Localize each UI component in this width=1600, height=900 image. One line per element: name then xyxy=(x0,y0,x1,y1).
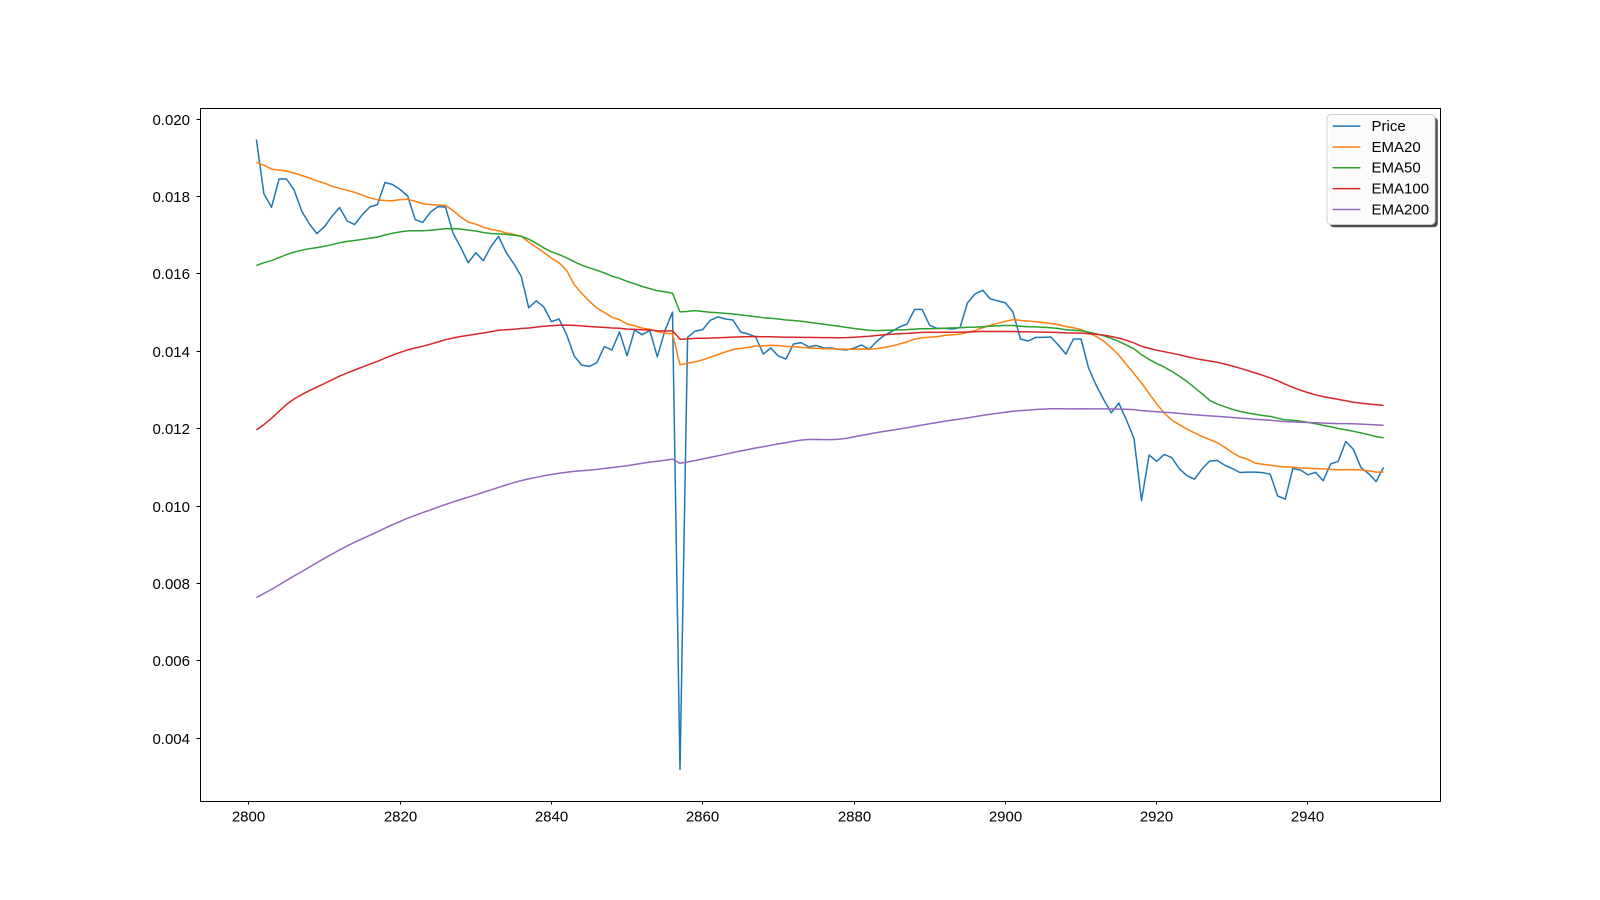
svg-text:2860: 2860 xyxy=(686,809,719,826)
svg-text:EMA50: EMA50 xyxy=(1372,160,1421,177)
svg-text:0.006: 0.006 xyxy=(152,653,190,670)
svg-text:2880: 2880 xyxy=(838,809,871,826)
svg-text:2940: 2940 xyxy=(1291,809,1324,826)
svg-text:2840: 2840 xyxy=(535,809,568,826)
svg-text:0.020: 0.020 xyxy=(152,112,190,129)
svg-text:0.018: 0.018 xyxy=(152,189,190,206)
svg-text:2800: 2800 xyxy=(232,809,265,826)
svg-text:0.010: 0.010 xyxy=(152,499,190,516)
svg-text:0.008: 0.008 xyxy=(152,576,190,593)
svg-text:0.012: 0.012 xyxy=(152,421,190,438)
svg-text:0.016: 0.016 xyxy=(152,266,190,283)
svg-text:2820: 2820 xyxy=(384,809,417,826)
svg-text:2900: 2900 xyxy=(989,809,1022,826)
svg-text:EMA100: EMA100 xyxy=(1372,181,1430,198)
svg-text:0.014: 0.014 xyxy=(152,344,190,361)
svg-text:EMA200: EMA200 xyxy=(1372,201,1430,218)
svg-text:Price: Price xyxy=(1372,118,1406,135)
svg-text:EMA20: EMA20 xyxy=(1372,139,1421,156)
svg-text:0.004: 0.004 xyxy=(152,731,190,748)
svg-text:2920: 2920 xyxy=(1140,809,1173,826)
